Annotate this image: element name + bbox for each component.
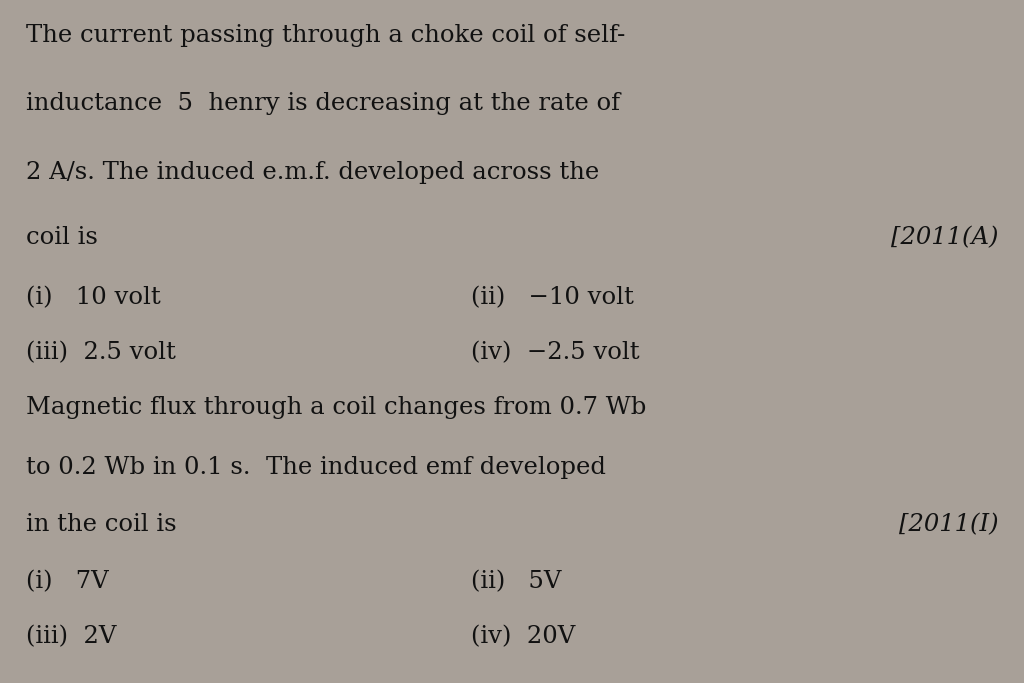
- Text: coil is: coil is: [26, 226, 97, 249]
- Text: Magnetic flux through a coil changes from 0.7 Wb: Magnetic flux through a coil changes fro…: [26, 395, 646, 419]
- Text: inductance  5  henry is decreasing at the rate of: inductance 5 henry is decreasing at the …: [26, 92, 620, 115]
- Text: (ii)   5V: (ii) 5V: [471, 570, 561, 594]
- Text: (ii)   −10 volt: (ii) −10 volt: [471, 286, 634, 309]
- Text: 2 A/s. The induced e.m.f. developed across the: 2 A/s. The induced e.m.f. developed acro…: [26, 161, 599, 184]
- Text: [2011(A): [2011(A): [891, 226, 998, 249]
- Text: (iii)  2V: (iii) 2V: [26, 625, 116, 648]
- Text: [2011(I): [2011(I): [899, 513, 998, 536]
- Text: (i)   7V: (i) 7V: [26, 570, 109, 594]
- Text: (iv)  −2.5 volt: (iv) −2.5 volt: [471, 341, 640, 364]
- Text: in the coil is: in the coil is: [26, 513, 176, 536]
- Text: The current passing through a choke coil of self-: The current passing through a choke coil…: [26, 24, 625, 47]
- Text: to 0.2 Wb in 0.1 s.  The induced emf developed: to 0.2 Wb in 0.1 s. The induced emf deve…: [26, 456, 605, 479]
- Text: (iv)  20V: (iv) 20V: [471, 625, 575, 648]
- Text: (iii)  2.5 volt: (iii) 2.5 volt: [26, 341, 175, 364]
- Text: (i)   10 volt: (i) 10 volt: [26, 286, 161, 309]
